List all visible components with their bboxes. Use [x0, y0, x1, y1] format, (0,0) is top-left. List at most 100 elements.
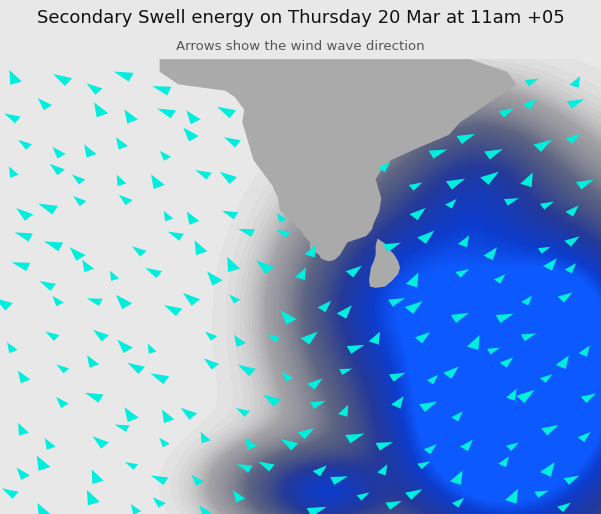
- Polygon shape: [540, 201, 554, 210]
- Polygon shape: [450, 470, 463, 485]
- Polygon shape: [330, 476, 348, 485]
- Polygon shape: [419, 401, 437, 412]
- Polygon shape: [307, 507, 327, 514]
- Polygon shape: [117, 174, 126, 186]
- Polygon shape: [187, 211, 200, 225]
- Text: Arrows show the wind wave direction: Arrows show the wind wave direction: [176, 40, 425, 52]
- Polygon shape: [50, 164, 65, 175]
- Polygon shape: [238, 365, 256, 376]
- Polygon shape: [263, 395, 281, 407]
- Polygon shape: [38, 98, 52, 110]
- Polygon shape: [256, 261, 275, 274]
- Polygon shape: [85, 393, 103, 402]
- Polygon shape: [204, 358, 219, 370]
- Polygon shape: [116, 137, 128, 150]
- Polygon shape: [151, 174, 165, 189]
- Polygon shape: [224, 137, 241, 148]
- Polygon shape: [521, 296, 532, 305]
- Polygon shape: [451, 313, 469, 323]
- Polygon shape: [217, 107, 236, 118]
- Polygon shape: [157, 108, 176, 118]
- Polygon shape: [153, 498, 166, 508]
- Polygon shape: [516, 390, 535, 403]
- Polygon shape: [201, 432, 210, 443]
- Polygon shape: [388, 298, 405, 307]
- Polygon shape: [338, 405, 348, 417]
- Polygon shape: [368, 332, 380, 344]
- Polygon shape: [581, 393, 596, 403]
- Polygon shape: [307, 378, 323, 390]
- Polygon shape: [534, 490, 549, 498]
- Polygon shape: [124, 407, 139, 422]
- Polygon shape: [53, 74, 72, 86]
- Polygon shape: [456, 269, 469, 278]
- Polygon shape: [267, 334, 280, 342]
- Polygon shape: [451, 411, 463, 421]
- Polygon shape: [347, 345, 364, 354]
- Polygon shape: [164, 305, 182, 316]
- Polygon shape: [566, 134, 580, 144]
- Polygon shape: [82, 260, 94, 272]
- Polygon shape: [280, 310, 296, 325]
- Polygon shape: [16, 467, 30, 480]
- Polygon shape: [346, 266, 362, 278]
- Polygon shape: [145, 268, 162, 278]
- Polygon shape: [506, 389, 517, 401]
- Polygon shape: [404, 301, 423, 314]
- Polygon shape: [117, 340, 133, 353]
- Polygon shape: [73, 196, 87, 206]
- Polygon shape: [541, 425, 558, 435]
- Polygon shape: [45, 438, 56, 450]
- Polygon shape: [369, 238, 400, 288]
- Polygon shape: [131, 504, 141, 514]
- Polygon shape: [480, 172, 499, 185]
- Polygon shape: [207, 271, 222, 285]
- Polygon shape: [543, 259, 557, 271]
- Polygon shape: [56, 397, 69, 408]
- Polygon shape: [567, 99, 584, 108]
- Polygon shape: [538, 247, 551, 254]
- Polygon shape: [195, 170, 212, 179]
- Polygon shape: [579, 345, 590, 357]
- Polygon shape: [564, 236, 579, 247]
- Polygon shape: [10, 70, 22, 85]
- Polygon shape: [576, 179, 594, 190]
- Polygon shape: [236, 408, 250, 417]
- Polygon shape: [540, 462, 555, 476]
- Polygon shape: [222, 211, 238, 219]
- Polygon shape: [258, 462, 275, 471]
- Polygon shape: [356, 492, 370, 501]
- Polygon shape: [72, 175, 85, 185]
- Polygon shape: [93, 436, 109, 449]
- Polygon shape: [297, 428, 314, 439]
- Polygon shape: [405, 489, 423, 500]
- Polygon shape: [377, 464, 387, 475]
- Polygon shape: [52, 147, 66, 158]
- Polygon shape: [87, 355, 99, 368]
- Polygon shape: [498, 456, 509, 467]
- Polygon shape: [558, 292, 573, 303]
- Polygon shape: [376, 442, 393, 451]
- Polygon shape: [565, 263, 576, 273]
- Polygon shape: [199, 505, 212, 514]
- Polygon shape: [445, 199, 457, 209]
- Polygon shape: [300, 332, 318, 345]
- Polygon shape: [92, 469, 104, 484]
- Polygon shape: [406, 272, 418, 287]
- Polygon shape: [281, 439, 298, 450]
- Polygon shape: [487, 347, 500, 355]
- Polygon shape: [18, 423, 29, 435]
- Polygon shape: [7, 342, 17, 353]
- Polygon shape: [521, 334, 536, 341]
- Polygon shape: [383, 243, 401, 252]
- Polygon shape: [186, 111, 201, 124]
- Polygon shape: [245, 437, 257, 450]
- Polygon shape: [159, 437, 169, 447]
- Polygon shape: [385, 501, 402, 510]
- Polygon shape: [496, 314, 514, 323]
- Polygon shape: [93, 330, 109, 341]
- Polygon shape: [4, 114, 20, 123]
- Polygon shape: [39, 281, 56, 291]
- Polygon shape: [37, 455, 50, 471]
- Polygon shape: [236, 464, 252, 473]
